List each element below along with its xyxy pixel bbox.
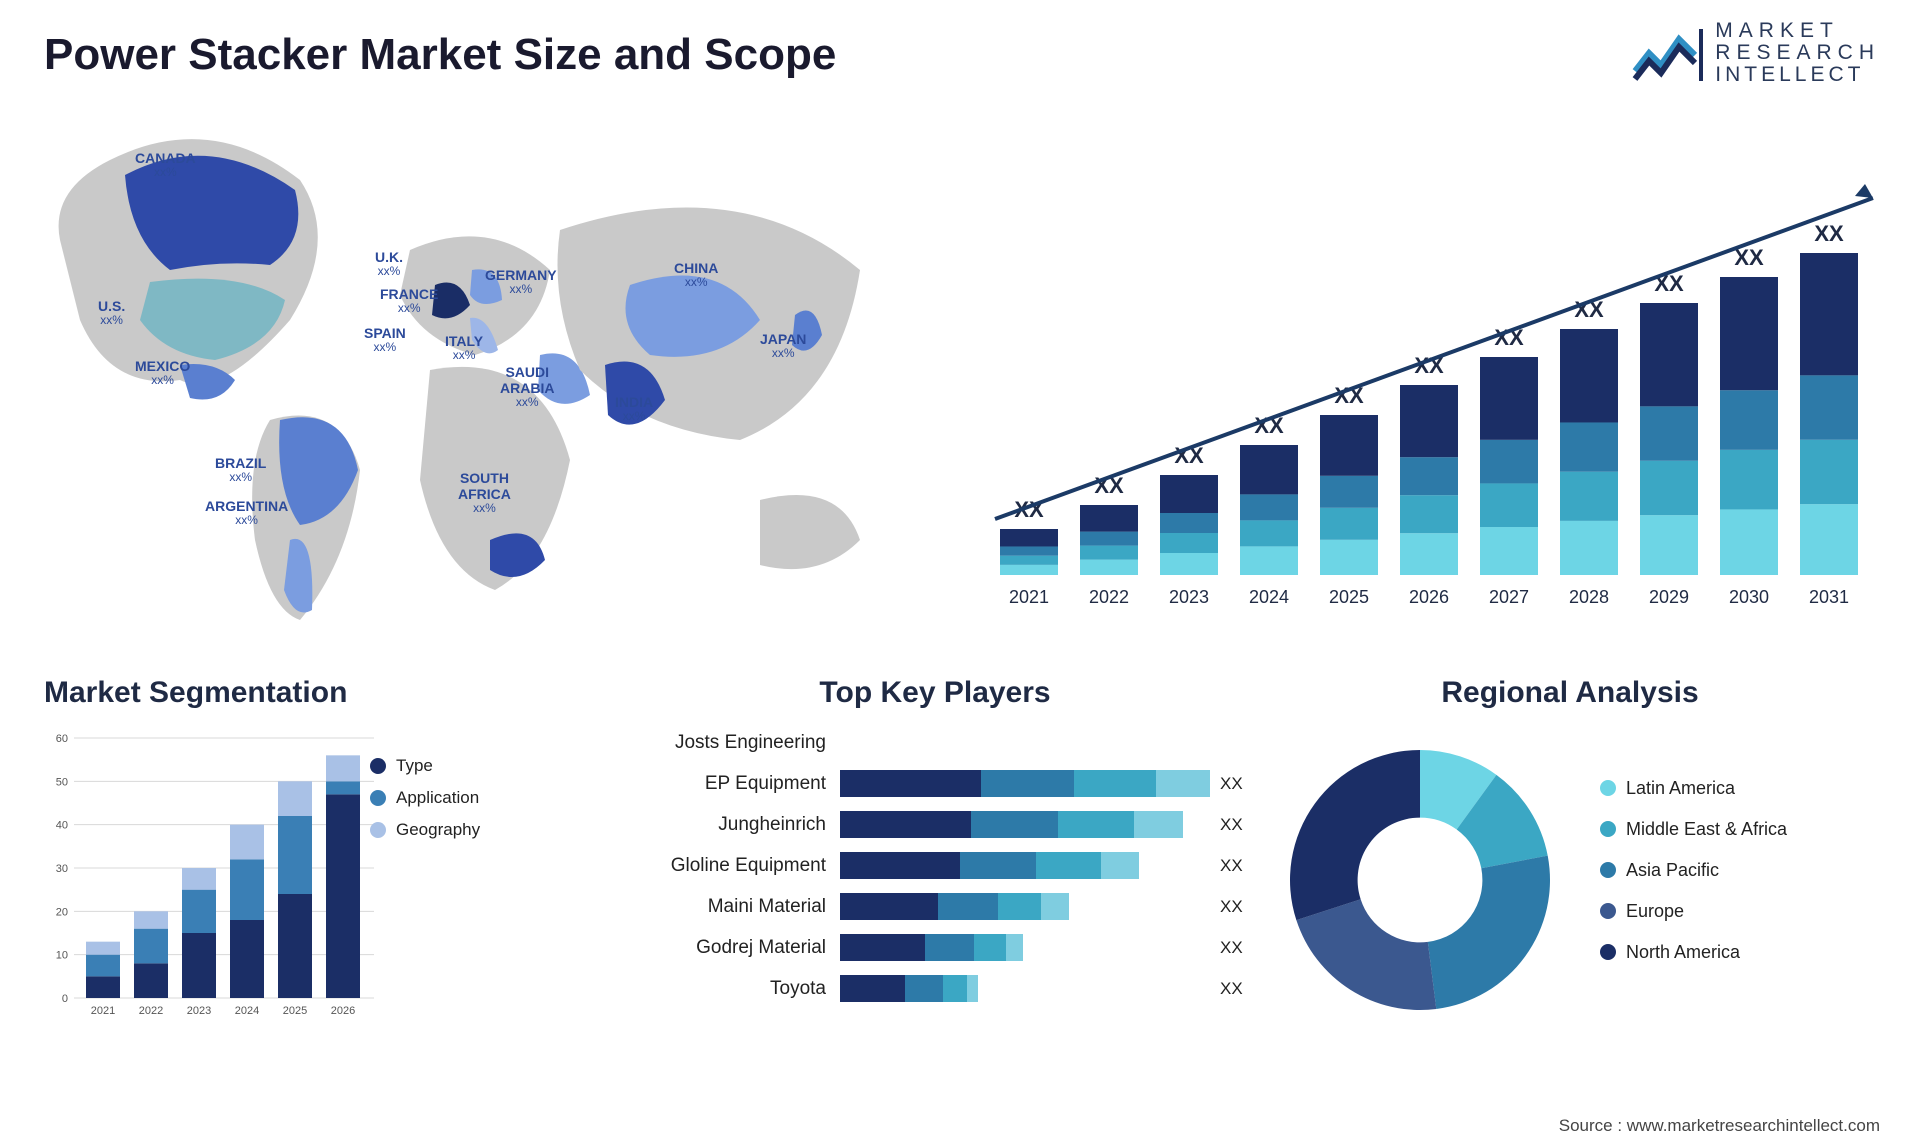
regional-panel: Regional Analysis Latin America Middle Ea… <box>1270 676 1870 1030</box>
svg-text:2029: 2029 <box>1649 587 1689 607</box>
svg-text:2022: 2022 <box>139 1005 163 1017</box>
svg-text:2023: 2023 <box>1169 587 1209 607</box>
logo-line3: INTELLECT <box>1715 64 1880 86</box>
regional-legend: Latin America Middle East & Africa Asia Pa… <box>1600 778 1787 983</box>
svg-text:10: 10 <box>56 950 68 962</box>
svg-text:2026: 2026 <box>331 1005 355 1017</box>
player-row: EP Equipment XX <box>610 763 1260 804</box>
regional-donut <box>1270 730 1570 1030</box>
player-row: Toyota XX <box>610 968 1260 1009</box>
map-label-japan: JAPANxx% <box>760 331 806 361</box>
world-map-panel: CANADAxx% U.S.xx% MEXICOxx% BRAZILxx% ARGENT… <box>40 120 920 640</box>
player-label: EP Equipment <box>610 773 840 795</box>
legend-item: Middle East & Africa <box>1600 819 1787 840</box>
svg-text:2021: 2021 <box>1009 587 1049 607</box>
page-title: Power Stacker Market Size and Scope <box>44 30 836 80</box>
player-row: Godrej Material XX <box>610 927 1260 968</box>
player-label: Gloline Equipment <box>610 855 840 877</box>
player-value: XX <box>1210 897 1260 917</box>
segmentation-panel: Market Segmentation 0 10 20 30 40 50 60 2021 202… <box>44 676 534 1028</box>
svg-text:2030: 2030 <box>1729 587 1769 607</box>
logo-line1: MARKET <box>1715 20 1880 42</box>
svg-text:2024: 2024 <box>1249 587 1289 607</box>
svg-text:2028: 2028 <box>1569 587 1609 607</box>
player-row: Gloline Equipment XX <box>610 845 1260 886</box>
map-label-uk: U.K.xx% <box>375 249 403 279</box>
svg-text:XX: XX <box>1814 221 1844 246</box>
player-bar <box>840 729 1210 756</box>
forecast-chart: XX2021XX2022XX2023XX2024XX2025XX2026XX20… <box>980 135 1880 625</box>
map-label-france: FRANCExx% <box>380 286 438 316</box>
source-attribution: Source : www.marketresearchintellect.com <box>1559 1116 1880 1136</box>
player-row: Maini Material XX <box>610 886 1260 927</box>
player-label: Maini Material <box>610 896 840 918</box>
svg-text:40: 40 <box>56 820 68 832</box>
segmentation-chart: 0 10 20 30 40 50 60 2021 2022 2023 2024 2025 2026 <box>44 728 374 1028</box>
svg-text:2026: 2026 <box>1409 587 1449 607</box>
segmentation-title: Market Segmentation <box>44 676 534 710</box>
svg-text:2024: 2024 <box>235 1005 259 1017</box>
map-label-germany: GERMANYxx% <box>485 267 557 297</box>
legend-item: Application <box>370 788 480 808</box>
svg-text:50: 50 <box>56 776 68 788</box>
map-label-india: INDIAxx% <box>615 394 653 424</box>
legend-item: Europe <box>1600 901 1787 922</box>
player-label: Jungheinrich <box>610 814 840 836</box>
map-label-china: CHINAxx% <box>674 260 718 290</box>
svg-text:2027: 2027 <box>1489 587 1529 607</box>
segmentation-legend: Type Application Geography <box>370 756 480 852</box>
player-row: Josts Engineering <box>610 722 1260 763</box>
map-label-spain: SPAINxx% <box>364 325 406 355</box>
svg-text:2022: 2022 <box>1089 587 1129 607</box>
map-label-italy: ITALYxx% <box>445 333 483 363</box>
legend-item: North America <box>1600 942 1787 963</box>
legend-item: Geography <box>370 820 480 840</box>
player-bar <box>840 811 1210 838</box>
svg-text:2021: 2021 <box>91 1005 115 1017</box>
players-title: Top Key Players <box>610 676 1260 710</box>
player-bar <box>840 934 1210 961</box>
players-panel: Top Key Players Josts Engineering EP Equi… <box>610 676 1260 1009</box>
svg-text:2023: 2023 <box>187 1005 211 1017</box>
svg-text:20: 20 <box>56 906 68 918</box>
legend-item: Type <box>370 756 480 776</box>
player-bar <box>840 770 1210 797</box>
player-value: XX <box>1210 979 1260 999</box>
player-label: Josts Engineering <box>610 732 840 754</box>
legend-item: Latin America <box>1600 778 1787 799</box>
map-label-southafrica: SOUTHAFRICAxx% <box>458 470 511 516</box>
player-bar <box>840 852 1210 879</box>
players-chart: Josts EngineeringEP EquipmentXXJungheinr… <box>610 722 1260 1009</box>
brand-logo: MARKET RESEARCH INTELLECT <box>1631 20 1880 86</box>
player-bar <box>840 893 1210 920</box>
map-label-saudi: SAUDIARABIAxx% <box>500 364 554 410</box>
svg-text:30: 30 <box>56 863 68 875</box>
logo-icon <box>1631 21 1703 85</box>
map-label-us: U.S.xx% <box>98 298 125 328</box>
map-label-brazil: BRAZILxx% <box>215 455 266 485</box>
player-row: Jungheinrich XX <box>610 804 1260 845</box>
map-label-mexico: MEXICOxx% <box>135 358 190 388</box>
regional-title: Regional Analysis <box>1270 676 1870 710</box>
svg-text:2031: 2031 <box>1809 587 1849 607</box>
player-value: XX <box>1210 774 1260 794</box>
map-label-argentina: ARGENTINAxx% <box>205 498 288 528</box>
legend-item: Asia Pacific <box>1600 860 1787 881</box>
svg-text:2025: 2025 <box>1329 587 1369 607</box>
player-value: XX <box>1210 938 1260 958</box>
player-label: Toyota <box>610 978 840 1000</box>
svg-text:0: 0 <box>62 993 68 1005</box>
map-label-canada: CANADAxx% <box>135 150 196 180</box>
player-value: XX <box>1210 856 1260 876</box>
player-label: Godrej Material <box>610 937 840 959</box>
logo-line2: RESEARCH <box>1715 42 1880 64</box>
svg-text:2025: 2025 <box>283 1005 307 1017</box>
player-bar <box>840 975 1210 1002</box>
player-value: XX <box>1210 815 1260 835</box>
svg-text:60: 60 <box>56 733 68 745</box>
